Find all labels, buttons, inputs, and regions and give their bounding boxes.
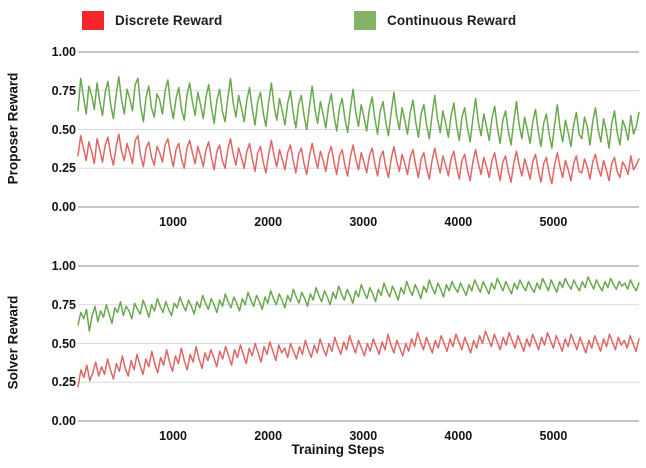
proposer-reward-panel: Proposer Reward 0.00 0.25 0.50 0.75 1.00 100… [0,40,646,254]
legend-label-discrete: Discrete Reward [115,13,223,28]
x-tick-label: 2000 [254,429,283,443]
x-tick-label: 3000 [349,215,378,229]
y-tick-label: 0.75 [51,83,76,98]
legend-item-discrete-reward[interactable]: Discrete Reward [82,11,222,30]
solver-x-ticks: 1000 2000 3000 4000 5000 [0,254,646,468]
x-tick-label: 5000 [539,215,568,229]
x-axis-label: Training Steps [291,442,385,457]
x-tick-label: 4000 [444,215,473,229]
proposer-plot-area [77,51,640,208]
y-tick-label: 0.25 [51,375,76,390]
solver-reward-panel: Solver Reward 0.00 0.25 0.50 0.75 1.00 1000 2… [0,254,646,468]
x-tick-label: 5000 [539,429,568,443]
y-tick-label: 1.00 [51,259,76,273]
legend-label-continuous: Continuous Reward [387,13,517,28]
legend-item-continuous-reward[interactable]: Continuous Reward [354,11,516,30]
y-tick-label: 0.50 [51,336,76,351]
y-tick-label: 0.75 [51,297,76,312]
y-tick-label: 0.00 [51,414,76,428]
y-tick-label: 0.50 [51,122,76,137]
proposer-x-ticks: 1000 2000 3000 4000 5000 [0,40,646,254]
y-tick-label: 0.00 [51,200,76,214]
legend-swatch-continuous [354,11,376,30]
proposer-y-ticks: 0.00 0.25 0.50 0.75 1.00 [22,40,76,254]
x-tick-label: 3000 [349,429,378,443]
solver-y-ticks: 0.00 0.25 0.50 0.75 1.00 [22,254,76,468]
legend-swatch-discrete [82,11,104,30]
chart-legend: Discrete Reward Continuous Reward [0,0,646,40]
x-tick-label: 2000 [254,215,283,229]
y-tick-label: 1.00 [51,45,76,59]
x-tick-label: 4000 [444,429,473,443]
x-tick-label: 1000 [159,429,187,443]
x-tick-label: 1000 [159,215,187,229]
solver-plot-area [77,265,640,422]
y-tick-label: 0.25 [51,161,76,176]
